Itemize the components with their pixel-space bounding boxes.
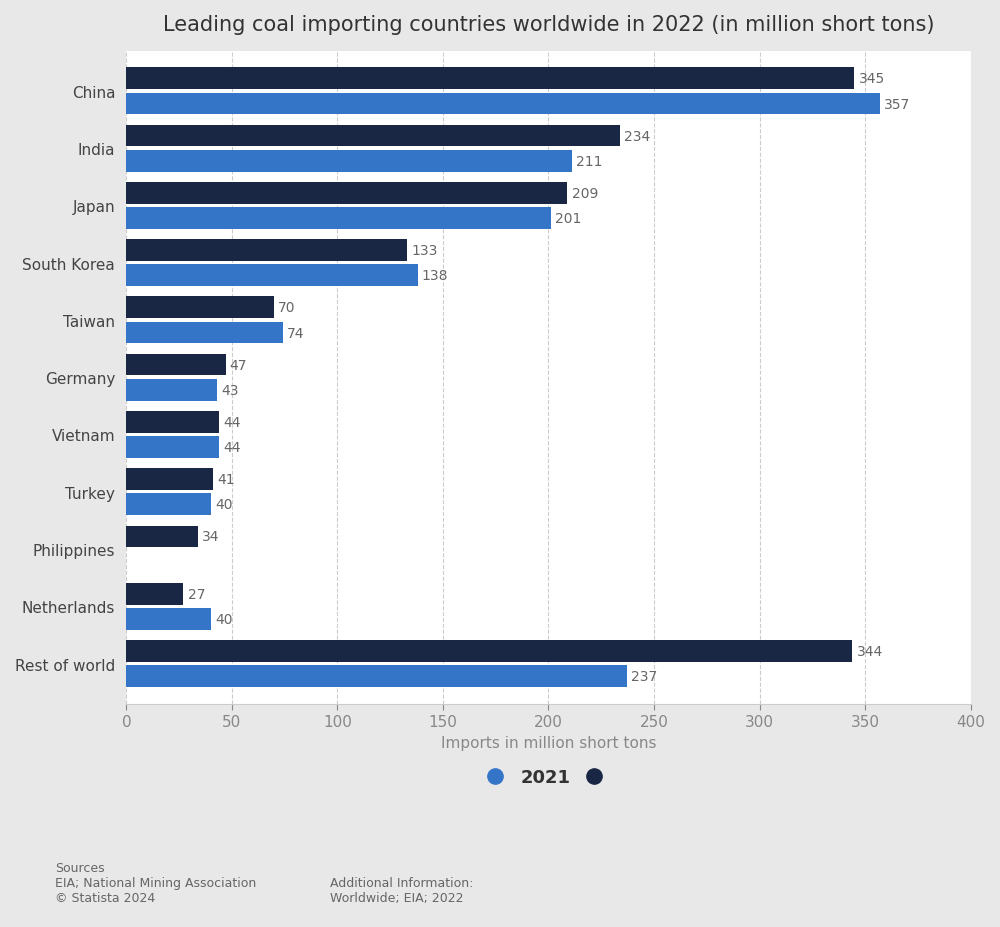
Text: 237: 237 bbox=[631, 669, 657, 683]
Text: 47: 47 bbox=[230, 358, 247, 373]
Text: 234: 234 bbox=[624, 130, 651, 144]
Title: Leading coal importing countries worldwide in 2022 (in million short tons): Leading coal importing countries worldwi… bbox=[163, 15, 934, 35]
Text: 201: 201 bbox=[555, 211, 581, 226]
Text: 34: 34 bbox=[202, 530, 220, 544]
Bar bbox=[126, 240, 407, 261]
Bar bbox=[126, 298, 274, 319]
Bar bbox=[126, 208, 551, 230]
Text: 70: 70 bbox=[278, 301, 296, 315]
Text: Additional Information:
Worldwide; EIA; 2022: Additional Information: Worldwide; EIA; … bbox=[330, 876, 473, 904]
Bar bbox=[126, 494, 211, 515]
Text: 43: 43 bbox=[221, 384, 239, 398]
Bar bbox=[126, 151, 572, 172]
Bar bbox=[126, 379, 217, 401]
Bar bbox=[126, 125, 620, 147]
Text: 44: 44 bbox=[223, 415, 241, 429]
Bar bbox=[126, 323, 283, 344]
Text: 345: 345 bbox=[859, 72, 885, 86]
Text: 40: 40 bbox=[215, 612, 233, 626]
Text: 44: 44 bbox=[223, 440, 241, 454]
Text: 357: 357 bbox=[884, 97, 910, 111]
Text: Sources
EIA; National Mining Association
© Statista 2024: Sources EIA; National Mining Association… bbox=[55, 861, 256, 904]
Legend: 2021, : 2021, bbox=[477, 768, 620, 786]
Bar bbox=[126, 412, 219, 433]
Text: 209: 209 bbox=[572, 186, 598, 200]
Text: 40: 40 bbox=[215, 498, 233, 512]
Text: 138: 138 bbox=[422, 269, 448, 283]
Bar bbox=[126, 354, 226, 376]
Text: 27: 27 bbox=[188, 587, 205, 601]
Bar bbox=[126, 608, 211, 630]
Bar bbox=[126, 583, 183, 605]
Text: 344: 344 bbox=[857, 644, 883, 658]
Bar bbox=[126, 183, 567, 205]
Text: 133: 133 bbox=[411, 244, 438, 258]
Text: 211: 211 bbox=[576, 155, 602, 169]
Bar bbox=[126, 666, 627, 687]
Bar bbox=[126, 641, 852, 662]
Text: 74: 74 bbox=[287, 326, 304, 340]
Bar bbox=[126, 265, 418, 286]
Bar bbox=[126, 437, 219, 459]
Bar bbox=[126, 94, 880, 115]
X-axis label: Imports in million short tons: Imports in million short tons bbox=[441, 735, 656, 750]
Bar bbox=[126, 69, 854, 90]
Bar bbox=[126, 469, 213, 490]
Text: 41: 41 bbox=[217, 473, 235, 487]
Bar bbox=[126, 526, 198, 548]
